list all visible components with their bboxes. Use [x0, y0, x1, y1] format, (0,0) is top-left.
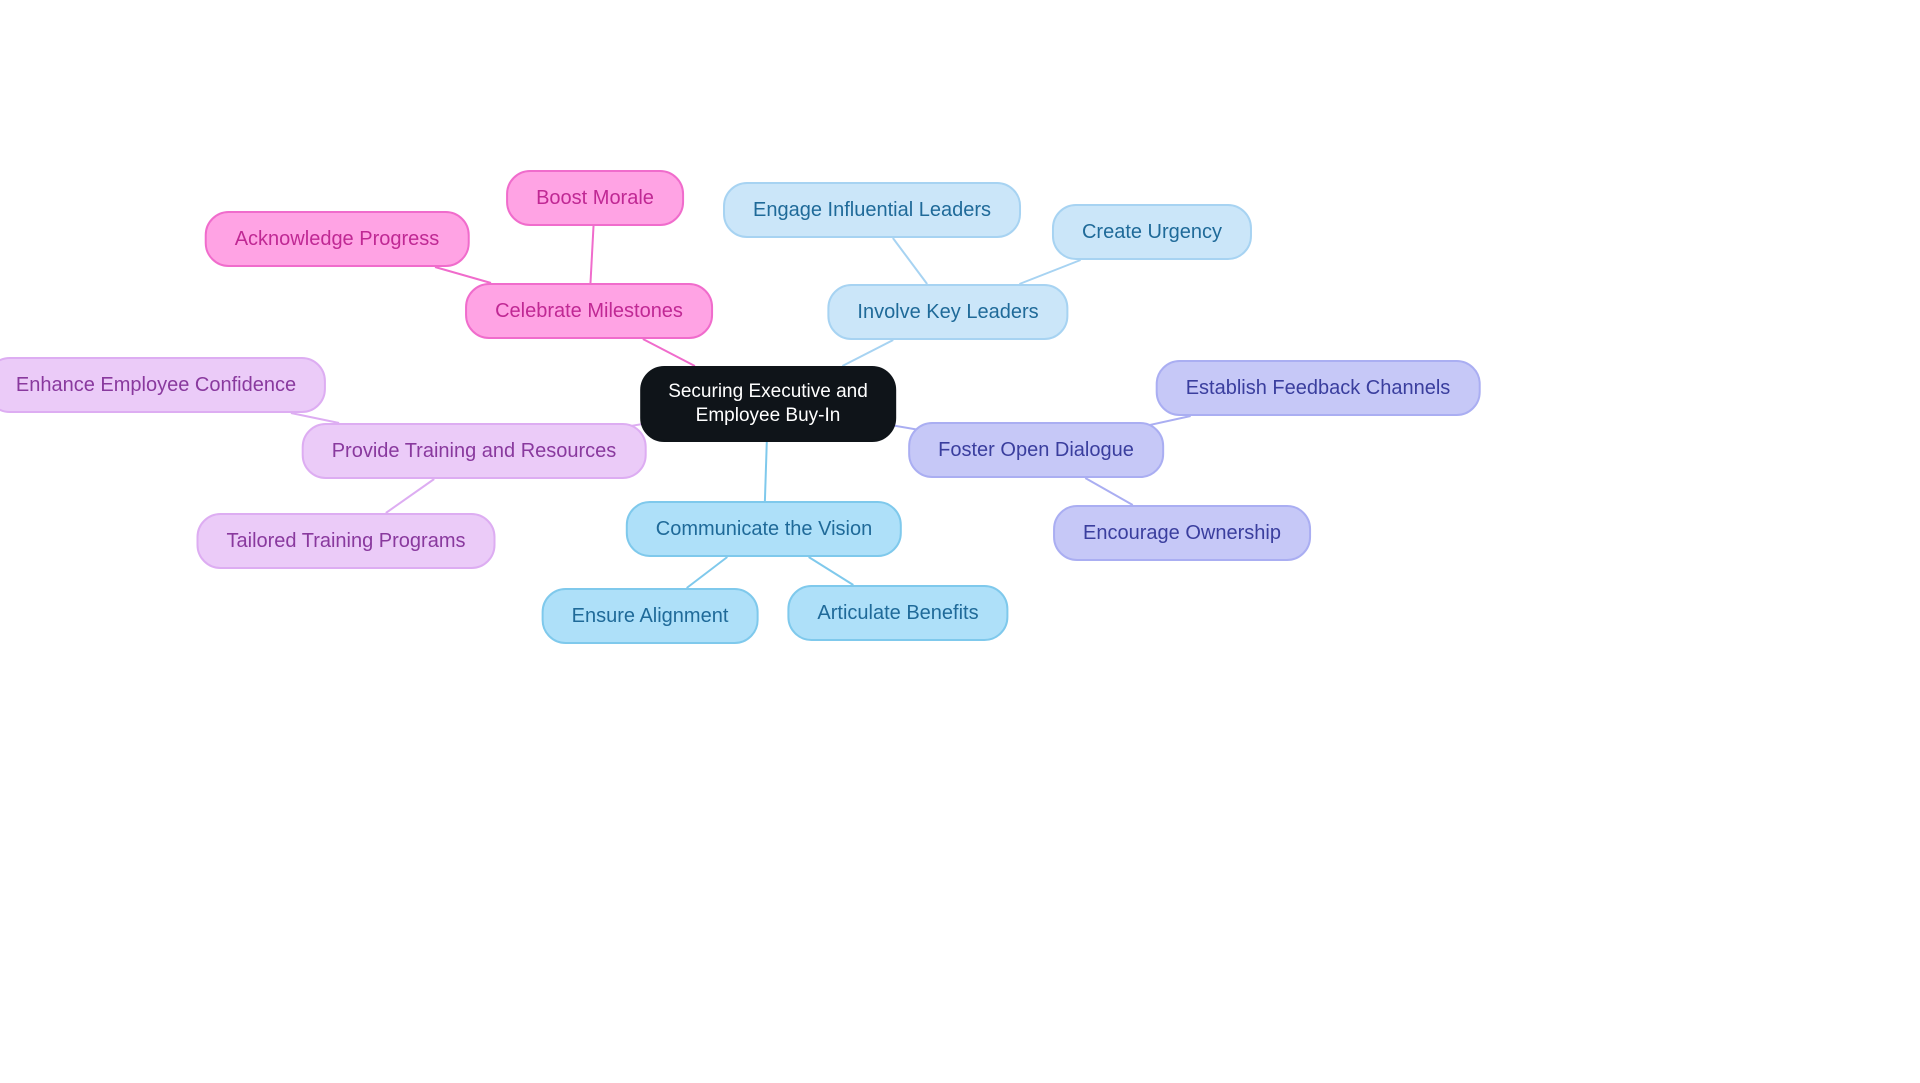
node-label: Celebrate Milestones — [495, 300, 683, 323]
node-ownership: Encourage Ownership — [1053, 505, 1311, 561]
node-label: Establish Feedback Channels — [1186, 377, 1451, 400]
node-label: Provide Training and Resources — [332, 440, 617, 463]
node-urgency: Create Urgency — [1052, 204, 1252, 260]
node-label: Tailored Training Programs — [227, 530, 466, 553]
node-confidence: Enhance Employee Confidence — [0, 357, 326, 413]
node-label: Foster Open Dialogue — [938, 439, 1134, 462]
node-tailored: Tailored Training Programs — [197, 513, 496, 569]
node-foster: Foster Open Dialogue — [908, 422, 1164, 478]
node-alignment: Ensure Alignment — [542, 588, 759, 644]
node-center: Securing Executive andEmployee Buy-In — [640, 366, 896, 442]
node-label: Securing Executive andEmployee Buy-In — [668, 380, 868, 428]
node-morale: Boost Morale — [506, 170, 684, 226]
node-engage: Engage Influential Leaders — [723, 182, 1021, 238]
node-feedback: Establish Feedback Channels — [1156, 360, 1481, 416]
nodes-layer: Securing Executive andEmployee Buy-In Inv… — [0, 0, 1920, 1083]
node-label: Boost Morale — [536, 187, 654, 210]
node-involve: Involve Key Leaders — [827, 284, 1068, 340]
node-label: Communicate the Vision — [656, 518, 872, 541]
node-label: Ensure Alignment — [572, 605, 729, 628]
node-label: Encourage Ownership — [1083, 522, 1281, 545]
node-label: Enhance Employee Confidence — [16, 374, 296, 397]
node-training: Provide Training and Resources — [302, 423, 647, 479]
node-label: Acknowledge Progress — [235, 228, 440, 251]
node-label: Create Urgency — [1082, 221, 1222, 244]
node-label: Articulate Benefits — [817, 602, 978, 625]
node-label: Engage Influential Leaders — [753, 199, 991, 222]
node-benefits: Articulate Benefits — [787, 585, 1008, 641]
node-communicate: Communicate the Vision — [626, 501, 902, 557]
node-label: Involve Key Leaders — [857, 301, 1038, 324]
node-progress: Acknowledge Progress — [205, 211, 470, 267]
node-milestones: Celebrate Milestones — [465, 283, 713, 339]
